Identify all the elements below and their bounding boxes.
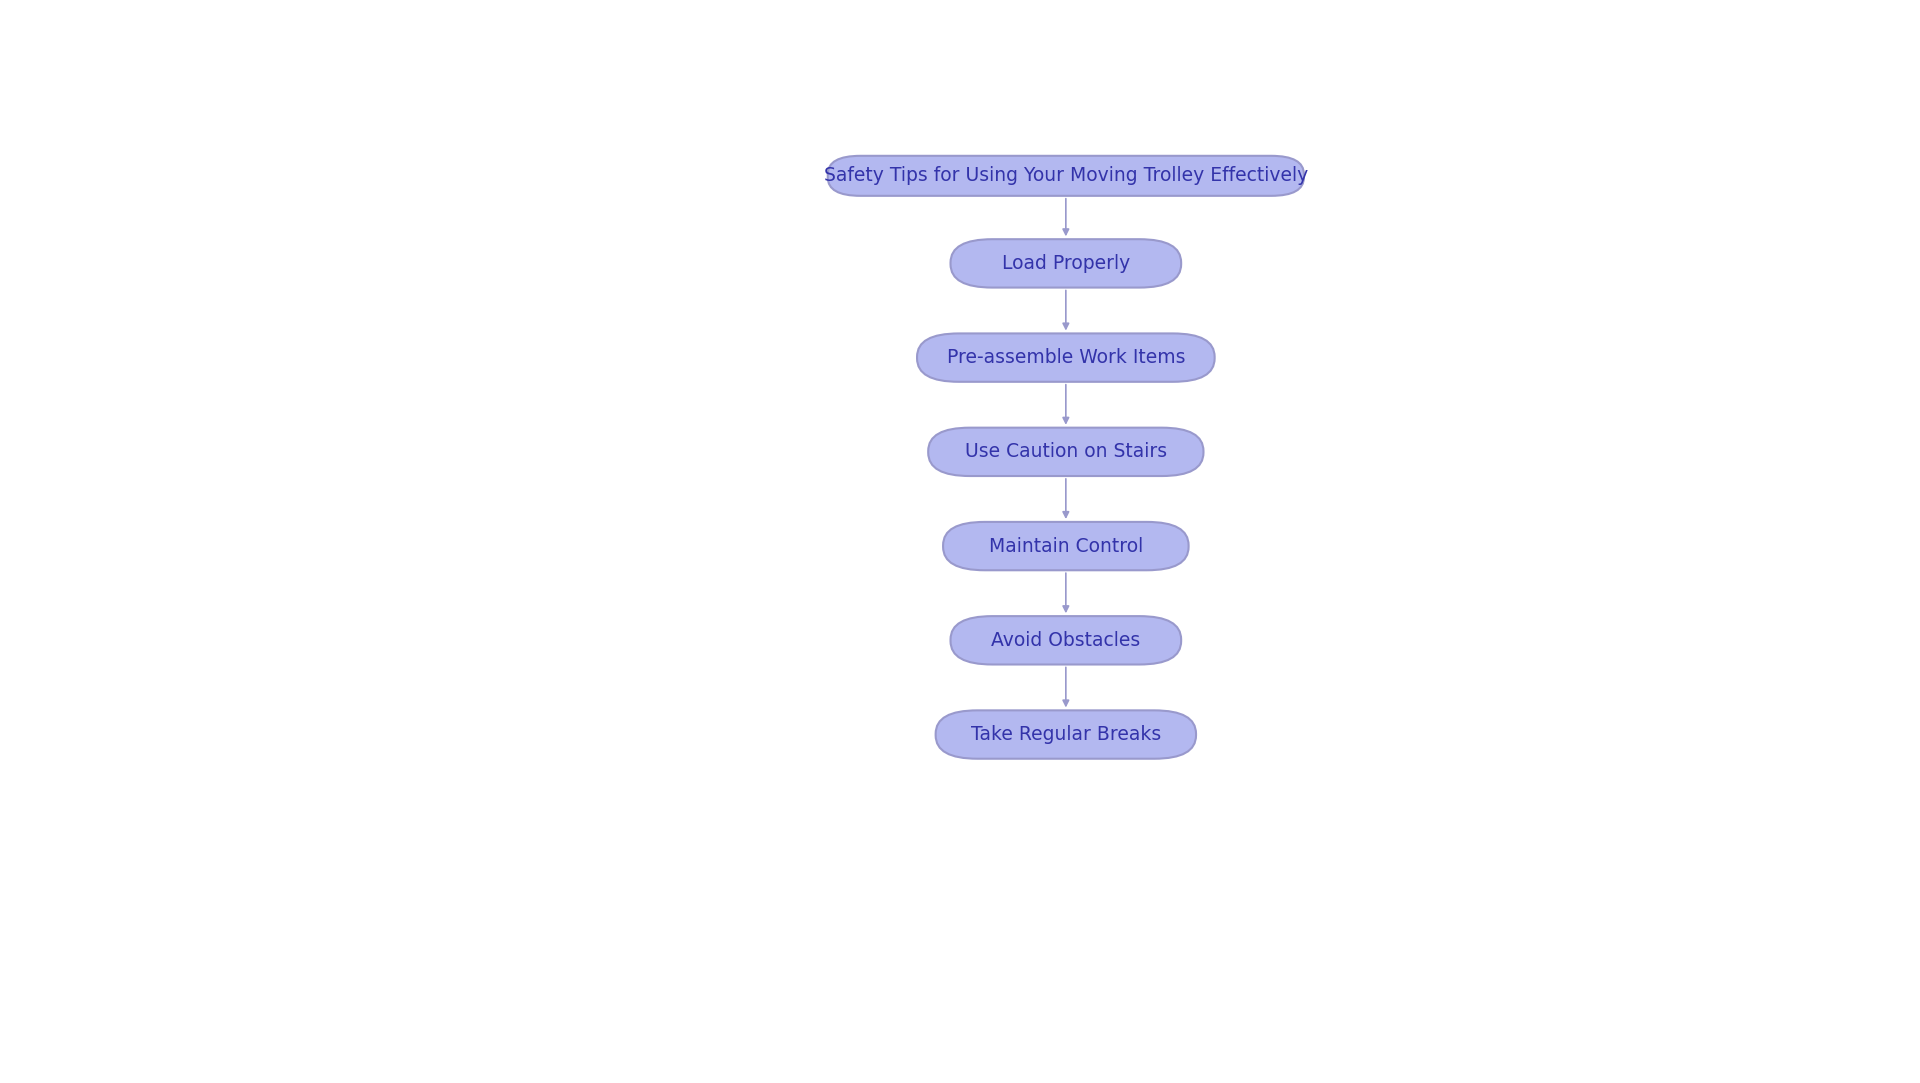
Text: Safety Tips for Using Your Moving Trolley Effectively: Safety Tips for Using Your Moving Trolle…: [824, 167, 1308, 185]
FancyBboxPatch shape: [828, 156, 1304, 196]
Text: Maintain Control: Maintain Control: [989, 536, 1142, 556]
Text: Load Properly: Load Properly: [1002, 253, 1131, 273]
FancyBboxPatch shape: [943, 522, 1188, 571]
FancyBboxPatch shape: [950, 616, 1181, 665]
Text: Pre-assemble Work Items: Pre-assemble Work Items: [947, 348, 1185, 367]
FancyBboxPatch shape: [927, 428, 1204, 477]
Text: Use Caution on Stairs: Use Caution on Stairs: [964, 442, 1167, 461]
FancyBboxPatch shape: [950, 239, 1181, 288]
FancyBboxPatch shape: [935, 710, 1196, 759]
Text: Avoid Obstacles: Avoid Obstacles: [991, 630, 1140, 650]
FancyBboxPatch shape: [918, 334, 1215, 382]
Text: Take Regular Breaks: Take Regular Breaks: [972, 725, 1162, 744]
